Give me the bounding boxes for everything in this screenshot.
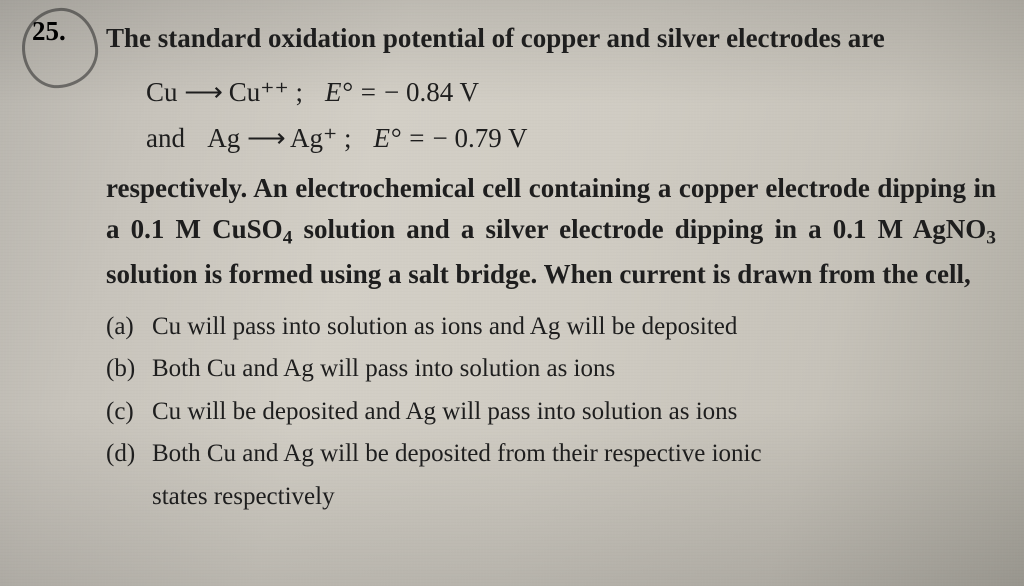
eq2-lhs: Ag: [207, 123, 240, 153]
arrow-icon: ⟶: [184, 70, 222, 116]
eq2-pot-label: E° =: [374, 123, 426, 153]
subscript-3: 3: [986, 228, 996, 249]
option-b-text: Both Cu and Ag will pass into solution a…: [152, 348, 615, 391]
subscript-4: 4: [283, 228, 293, 249]
eq2-pot-value: − 0.79 V: [433, 123, 528, 153]
eq2-lead: and: [146, 116, 202, 162]
stem-line-2: respectively. An electrochemical cell co…: [106, 168, 996, 296]
option-c: (c) Cu will be deposited and Ag will pas…: [106, 391, 996, 434]
question-body: The standard oxidation potential of copp…: [106, 18, 996, 518]
eq1-pot-label: E° =: [325, 77, 377, 107]
eq1-rhs: Cu⁺⁺ ;: [229, 77, 303, 107]
options-list: (a) Cu will pass into solution as ions a…: [106, 306, 996, 519]
option-d-label: (d): [106, 433, 152, 518]
eq1-pot-value: − 0.84 V: [384, 77, 479, 107]
option-b: (b) Both Cu and Ag will pass into soluti…: [106, 348, 996, 391]
arrow-icon: ⟶: [247, 116, 285, 162]
stem-line-1: The standard oxidation potential of copp…: [106, 18, 996, 60]
equation-cu: Cu ⟶ Cu⁺⁺ ; E° = − 0.84 V: [146, 70, 996, 116]
option-c-text: Cu will be deposited and Ag will pass in…: [152, 391, 737, 434]
eq1-lhs: Cu: [146, 77, 178, 107]
equation-ag: and Ag ⟶ Ag⁺ ; E° = − 0.79 V: [146, 116, 996, 162]
option-c-label: (c): [106, 391, 152, 434]
question-number: 25.: [32, 16, 66, 47]
page-scan: 25. The standard oxidation potential of …: [0, 0, 1024, 586]
eq2-rhs: Ag⁺ ;: [290, 123, 352, 153]
option-a: (a) Cu will pass into solution as ions a…: [106, 306, 996, 349]
option-d-text-a: Both Cu and Ag will be deposited from th…: [152, 440, 762, 467]
option-d-text: Both Cu and Ag will be deposited from th…: [152, 433, 762, 518]
option-a-label: (a): [106, 306, 152, 349]
option-d: (d) Both Cu and Ag will be deposited fro…: [106, 433, 996, 518]
option-a-text: Cu will pass into solution as ions and A…: [152, 306, 737, 349]
equations-block: Cu ⟶ Cu⁺⁺ ; E° = − 0.84 V and Ag ⟶ Ag⁺ ;: [146, 70, 996, 162]
option-d-text-b: states respectively: [152, 483, 335, 510]
stem2-part-b: solution and a silver electrode dipping …: [292, 214, 986, 244]
option-b-label: (b): [106, 348, 152, 391]
stem2-part-c: solution is formed using a salt bridge. …: [106, 259, 971, 289]
